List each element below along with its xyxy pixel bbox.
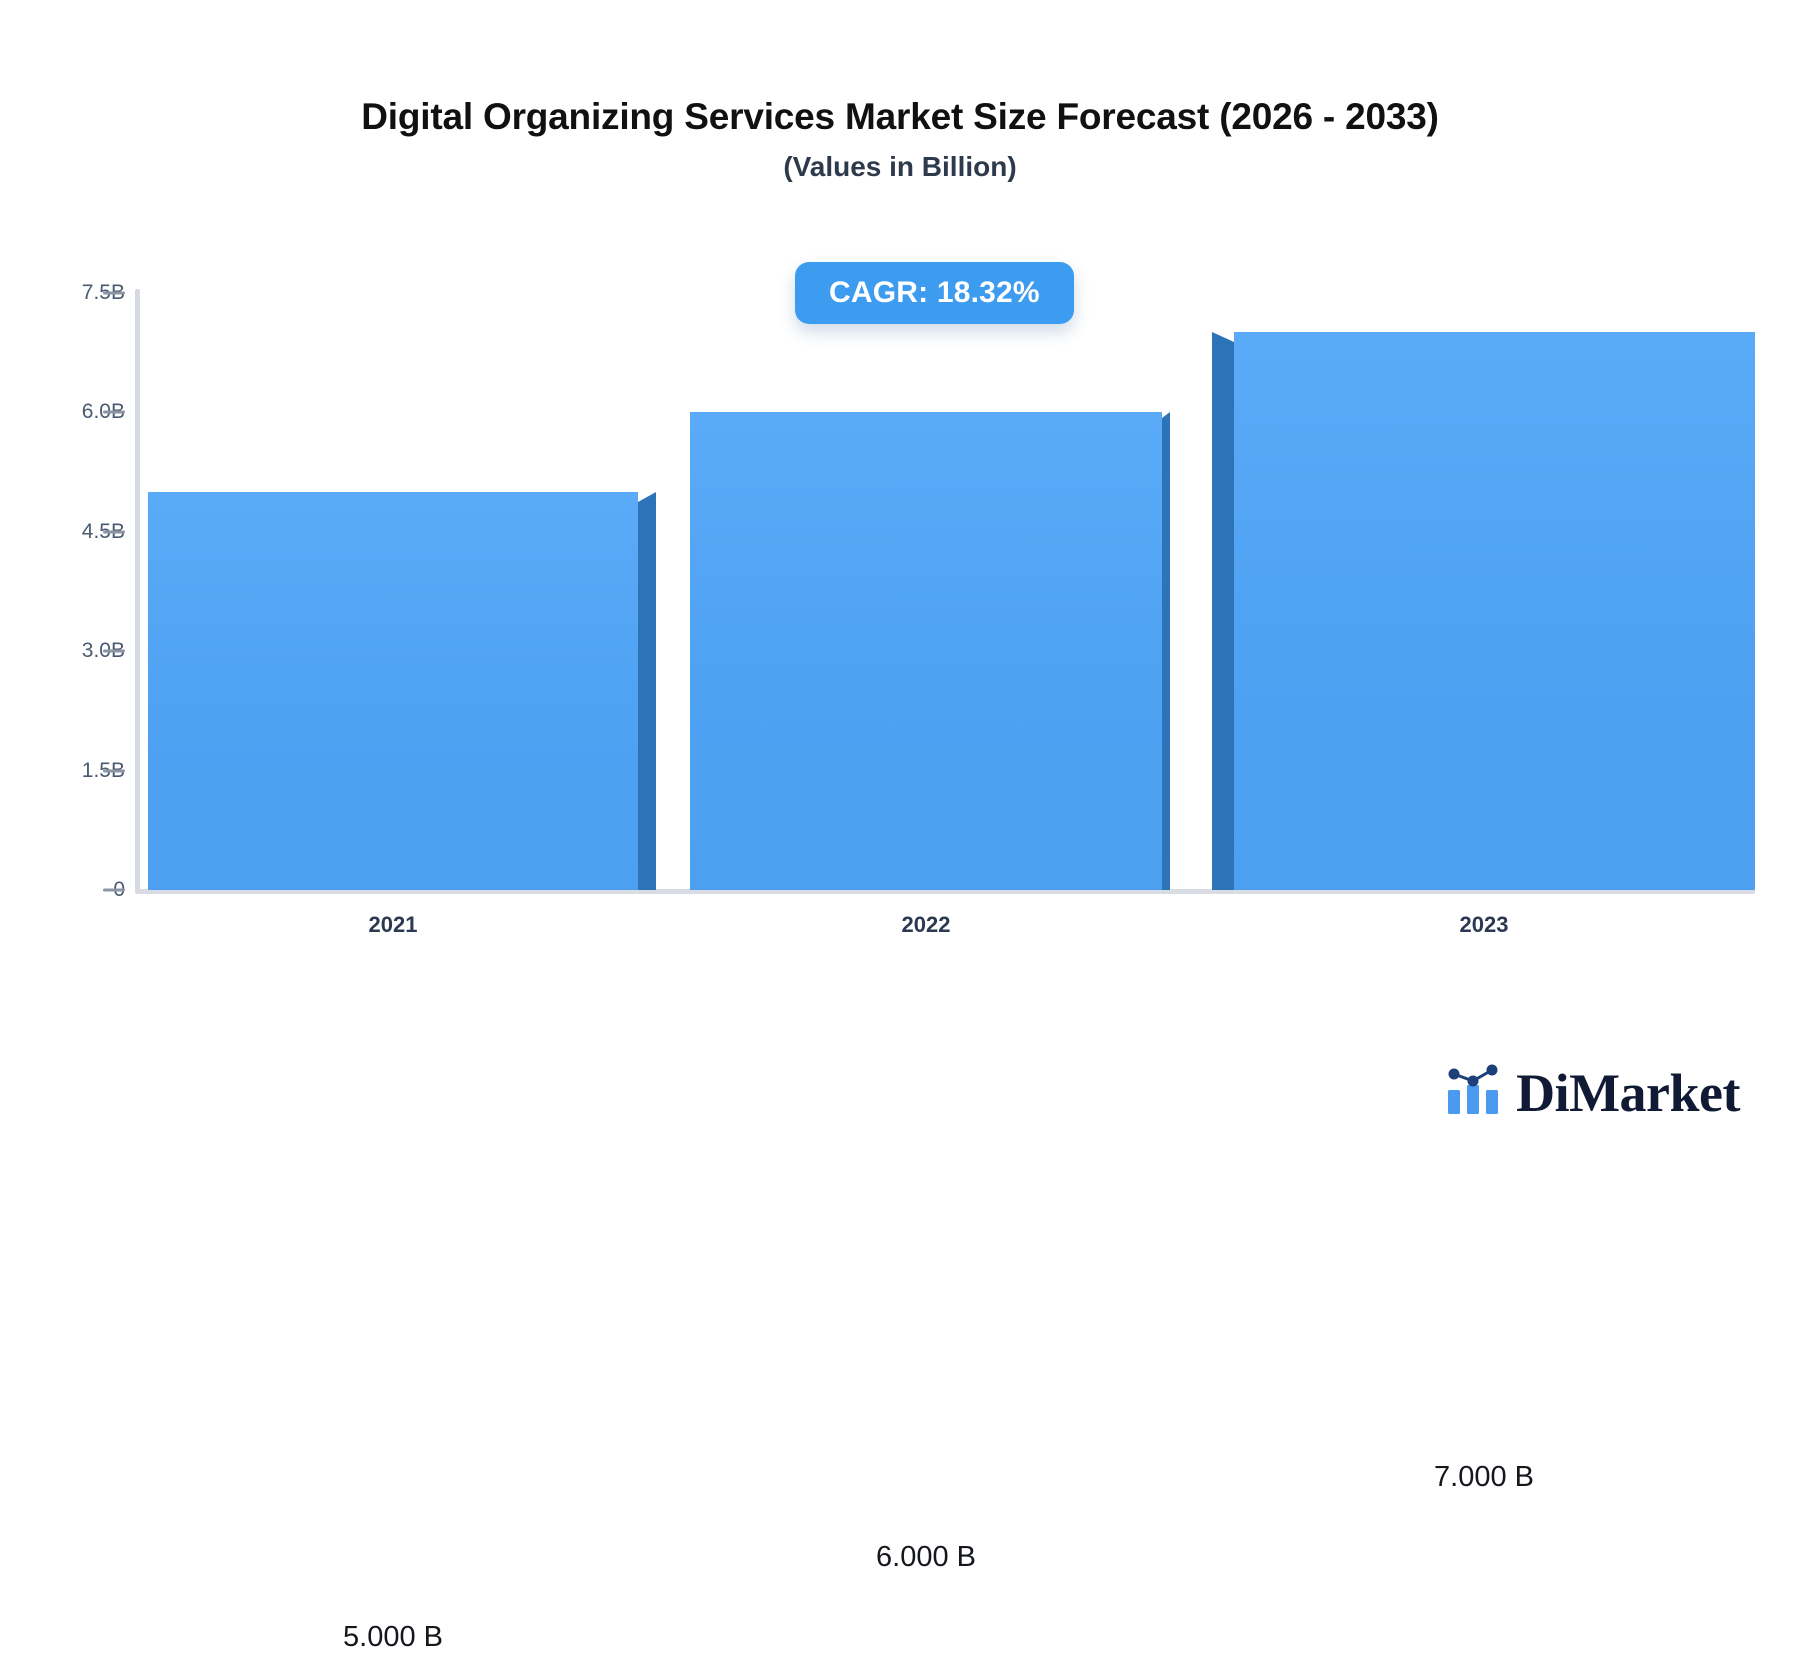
brand-logo[interactable]: DiMarket (1446, 1064, 1740, 1121)
y-tick-mark-2 (103, 888, 125, 892)
y-axis-line (135, 289, 140, 894)
y-tick-mark-5 (103, 530, 125, 534)
bar-2022[interactable] (690, 412, 1162, 890)
bar-value-2021: 5.000 B (343, 1621, 443, 1653)
x-axis-label-2023: 2023 (1459, 912, 1509, 937)
bar-value-2022: 6.000 B (876, 1541, 976, 1573)
bar-2023-side (1212, 342, 1234, 890)
x-axis-label-2021: 2021 (368, 912, 418, 937)
bar-2023-bevel (1212, 332, 1234, 342)
y-tick-mark-3 (103, 769, 125, 773)
bar-2022-side (1162, 418, 1170, 890)
bar-2021[interactable] (148, 492, 638, 890)
bar-chart-icon (1446, 1064, 1502, 1121)
y-tick-mark-6 (103, 410, 125, 414)
bar-2023[interactable] (1234, 332, 1755, 890)
bar-2021-side (638, 502, 656, 890)
y-tick-mark-7 (103, 291, 125, 295)
brand-name: DiMarket (1516, 1062, 1740, 1123)
x-axis-label-2022: 2022 (901, 912, 951, 937)
bar-2022-bevel (1162, 412, 1170, 418)
plot-area: 7.5B 6.0B 4.5B 3.0B 1.5B 0 5.000 B 2021 … (82, 281, 1755, 1653)
bar-value-2023: 7.000 B (1434, 1461, 1534, 1493)
cagr-badge[interactable]: CAGR: 18.32% (795, 262, 1074, 324)
x-axis-line (135, 889, 1755, 894)
y-tick-mark-4 (103, 649, 125, 653)
bar-2021-bevel (638, 492, 656, 502)
chart-container: Digital Organizing Services Market Size … (82, 96, 1755, 1653)
